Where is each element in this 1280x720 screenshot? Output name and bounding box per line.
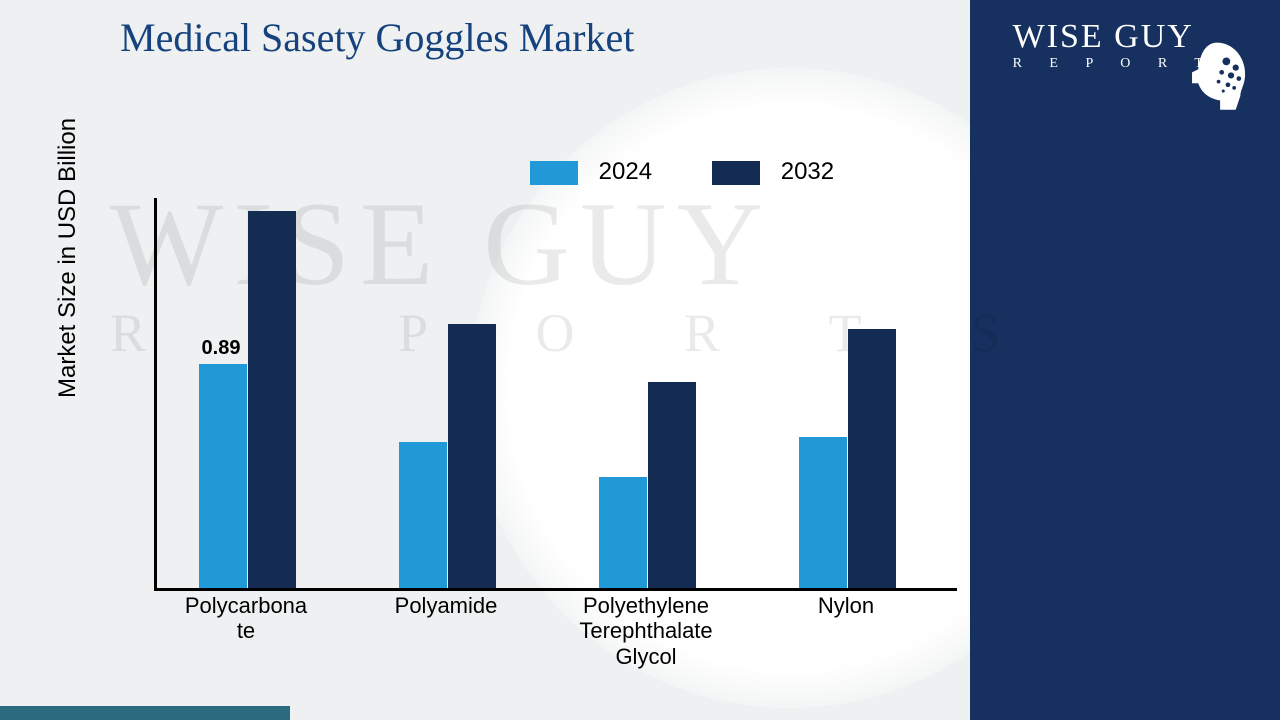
bar-series-a [199,364,247,588]
plot-area: 0.89 [154,198,957,591]
bar-series-b [448,324,496,588]
legend-item-b: 2032 [712,158,834,186]
legend-item-a: 2024 [530,158,652,186]
legend-swatch-b [712,161,760,185]
bar-series-b [648,382,696,588]
legend-swatch-a [530,161,578,185]
bar-series-b [848,329,896,588]
legend-label-a: 2024 [599,158,652,185]
footer-strip [0,706,290,720]
logo-head-icon [1178,38,1256,116]
legend-label-b: 2032 [781,158,834,185]
bar-chart: 2024 2032 Market Size in USD Billion 0.8… [100,158,970,718]
bar-series-b [248,211,296,588]
y-axis-label: Market Size in USD Billion [54,118,82,398]
legend: 2024 2032 [530,158,834,186]
brand-logo: WISE GUY R E P O R T S [1013,20,1250,72]
bar-value-label: 0.89 [181,337,261,360]
x-axis-label: Polycarbonate [161,593,331,644]
page: WISE GUY R E P O R T S WISE GUY R E P O … [0,0,1280,720]
x-axis-label: Polyamide [361,593,531,618]
bar-series-a [399,442,447,588]
bar-series-a [599,477,647,588]
x-axis-labels: Polycarbonate Polyamide PolyethyleneTereph… [154,593,954,703]
x-axis-label: Nylon [761,593,931,618]
page-title: Medical Sasety Goggles Market [120,14,634,61]
x-axis-label: PolyethyleneTerephthalateGlycol [561,593,731,669]
bar-series-a [799,437,847,588]
